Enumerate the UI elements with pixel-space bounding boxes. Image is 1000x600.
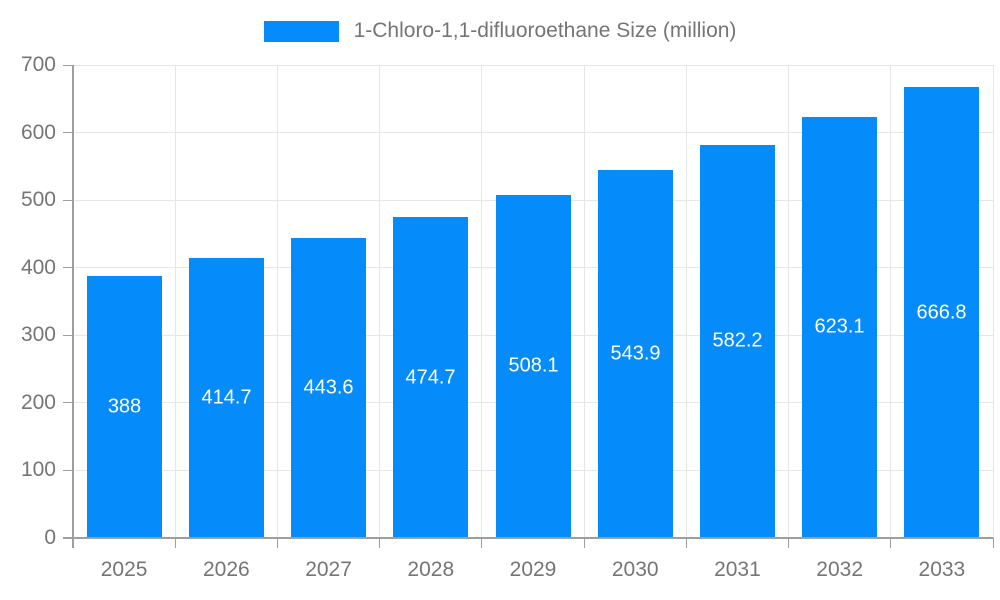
x-gridline: [481, 65, 483, 538]
x-gridline: [992, 65, 994, 538]
x-tick-label: 2032: [816, 558, 864, 581]
y-gridline: [73, 132, 993, 134]
y-tick-label: 0: [44, 526, 56, 550]
y-axis-tick: [63, 64, 73, 66]
y-tick-label: 200: [20, 390, 56, 414]
x-gridline: [890, 65, 892, 538]
bar-value-label: 474.7: [405, 366, 456, 389]
bar-value-label: 414.7: [201, 386, 252, 409]
x-axis-tick: [276, 538, 278, 548]
chart-legend[interactable]: 1-Chloro-1,1-difluoroethane Size (millio…: [0, 19, 1000, 43]
x-gridline: [379, 65, 381, 538]
x-tick-label: 2028: [407, 558, 455, 581]
x-tick-label: 2033: [918, 558, 966, 581]
bar-value-label: 443.6: [303, 376, 354, 399]
x-axis-tick: [788, 538, 790, 548]
y-axis-line: [72, 65, 74, 548]
x-axis-tick: [583, 538, 585, 548]
y-tick-label: 100: [20, 458, 56, 482]
x-axis-tick: [992, 538, 994, 548]
bar-value-label: 582.2: [712, 329, 763, 352]
y-axis-tick: [63, 469, 73, 471]
bar-value-label: 543.9: [610, 342, 661, 365]
y-axis-tick: [63, 402, 73, 404]
bar-value-label: 666.8: [916, 301, 967, 324]
bar[interactable]: 666.8: [904, 87, 979, 538]
x-gridline: [276, 65, 278, 538]
y-tick-label: 700: [20, 53, 56, 77]
bar[interactable]: 443.6: [291, 238, 366, 538]
bar[interactable]: 414.7: [189, 257, 264, 538]
x-axis-tick: [481, 538, 483, 548]
bar[interactable]: 582.2: [700, 144, 775, 538]
legend-label: 1-Chloro-1,1-difluoroethane Size (millio…: [353, 19, 737, 42]
y-tick-label: 400: [20, 255, 56, 279]
bar[interactable]: 623.1: [802, 116, 877, 538]
y-tick-label: 500: [20, 188, 56, 212]
bar[interactable]: 508.1: [496, 194, 571, 538]
y-axis-tick: [63, 199, 73, 201]
x-gridline: [788, 65, 790, 538]
bar[interactable]: 474.7: [393, 217, 468, 538]
x-tick-label: 2031: [714, 558, 761, 581]
x-tick-label: 2029: [509, 558, 557, 581]
bar[interactable]: 388: [87, 275, 162, 538]
x-gridline: [685, 65, 687, 538]
legend-swatch: [263, 20, 339, 42]
x-axis-tick: [890, 538, 892, 548]
x-gridline: [174, 65, 176, 538]
x-axis-tick: [174, 538, 176, 548]
y-gridline: [73, 64, 993, 66]
x-tick-label: 2030: [611, 558, 659, 581]
x-axis-tick: [379, 538, 381, 548]
y-axis-tick: [63, 334, 73, 336]
x-axis-line: [63, 537, 993, 539]
y-axis-tick: [63, 132, 73, 134]
bar-value-label: 508.1: [508, 354, 559, 377]
bar-value-label: 388: [107, 395, 142, 418]
y-tick-label: 600: [20, 120, 56, 144]
y-tick-label: 300: [20, 323, 56, 347]
x-tick-label: 2026: [202, 558, 250, 581]
bar[interactable]: 543.9: [598, 170, 673, 538]
x-tick-label: 2027: [305, 558, 352, 581]
x-gridline: [583, 65, 585, 538]
x-tick-label: 2025: [100, 558, 148, 581]
bar-value-label: 623.1: [814, 315, 865, 338]
x-axis-tick: [685, 538, 687, 548]
y-axis-tick: [63, 267, 73, 269]
